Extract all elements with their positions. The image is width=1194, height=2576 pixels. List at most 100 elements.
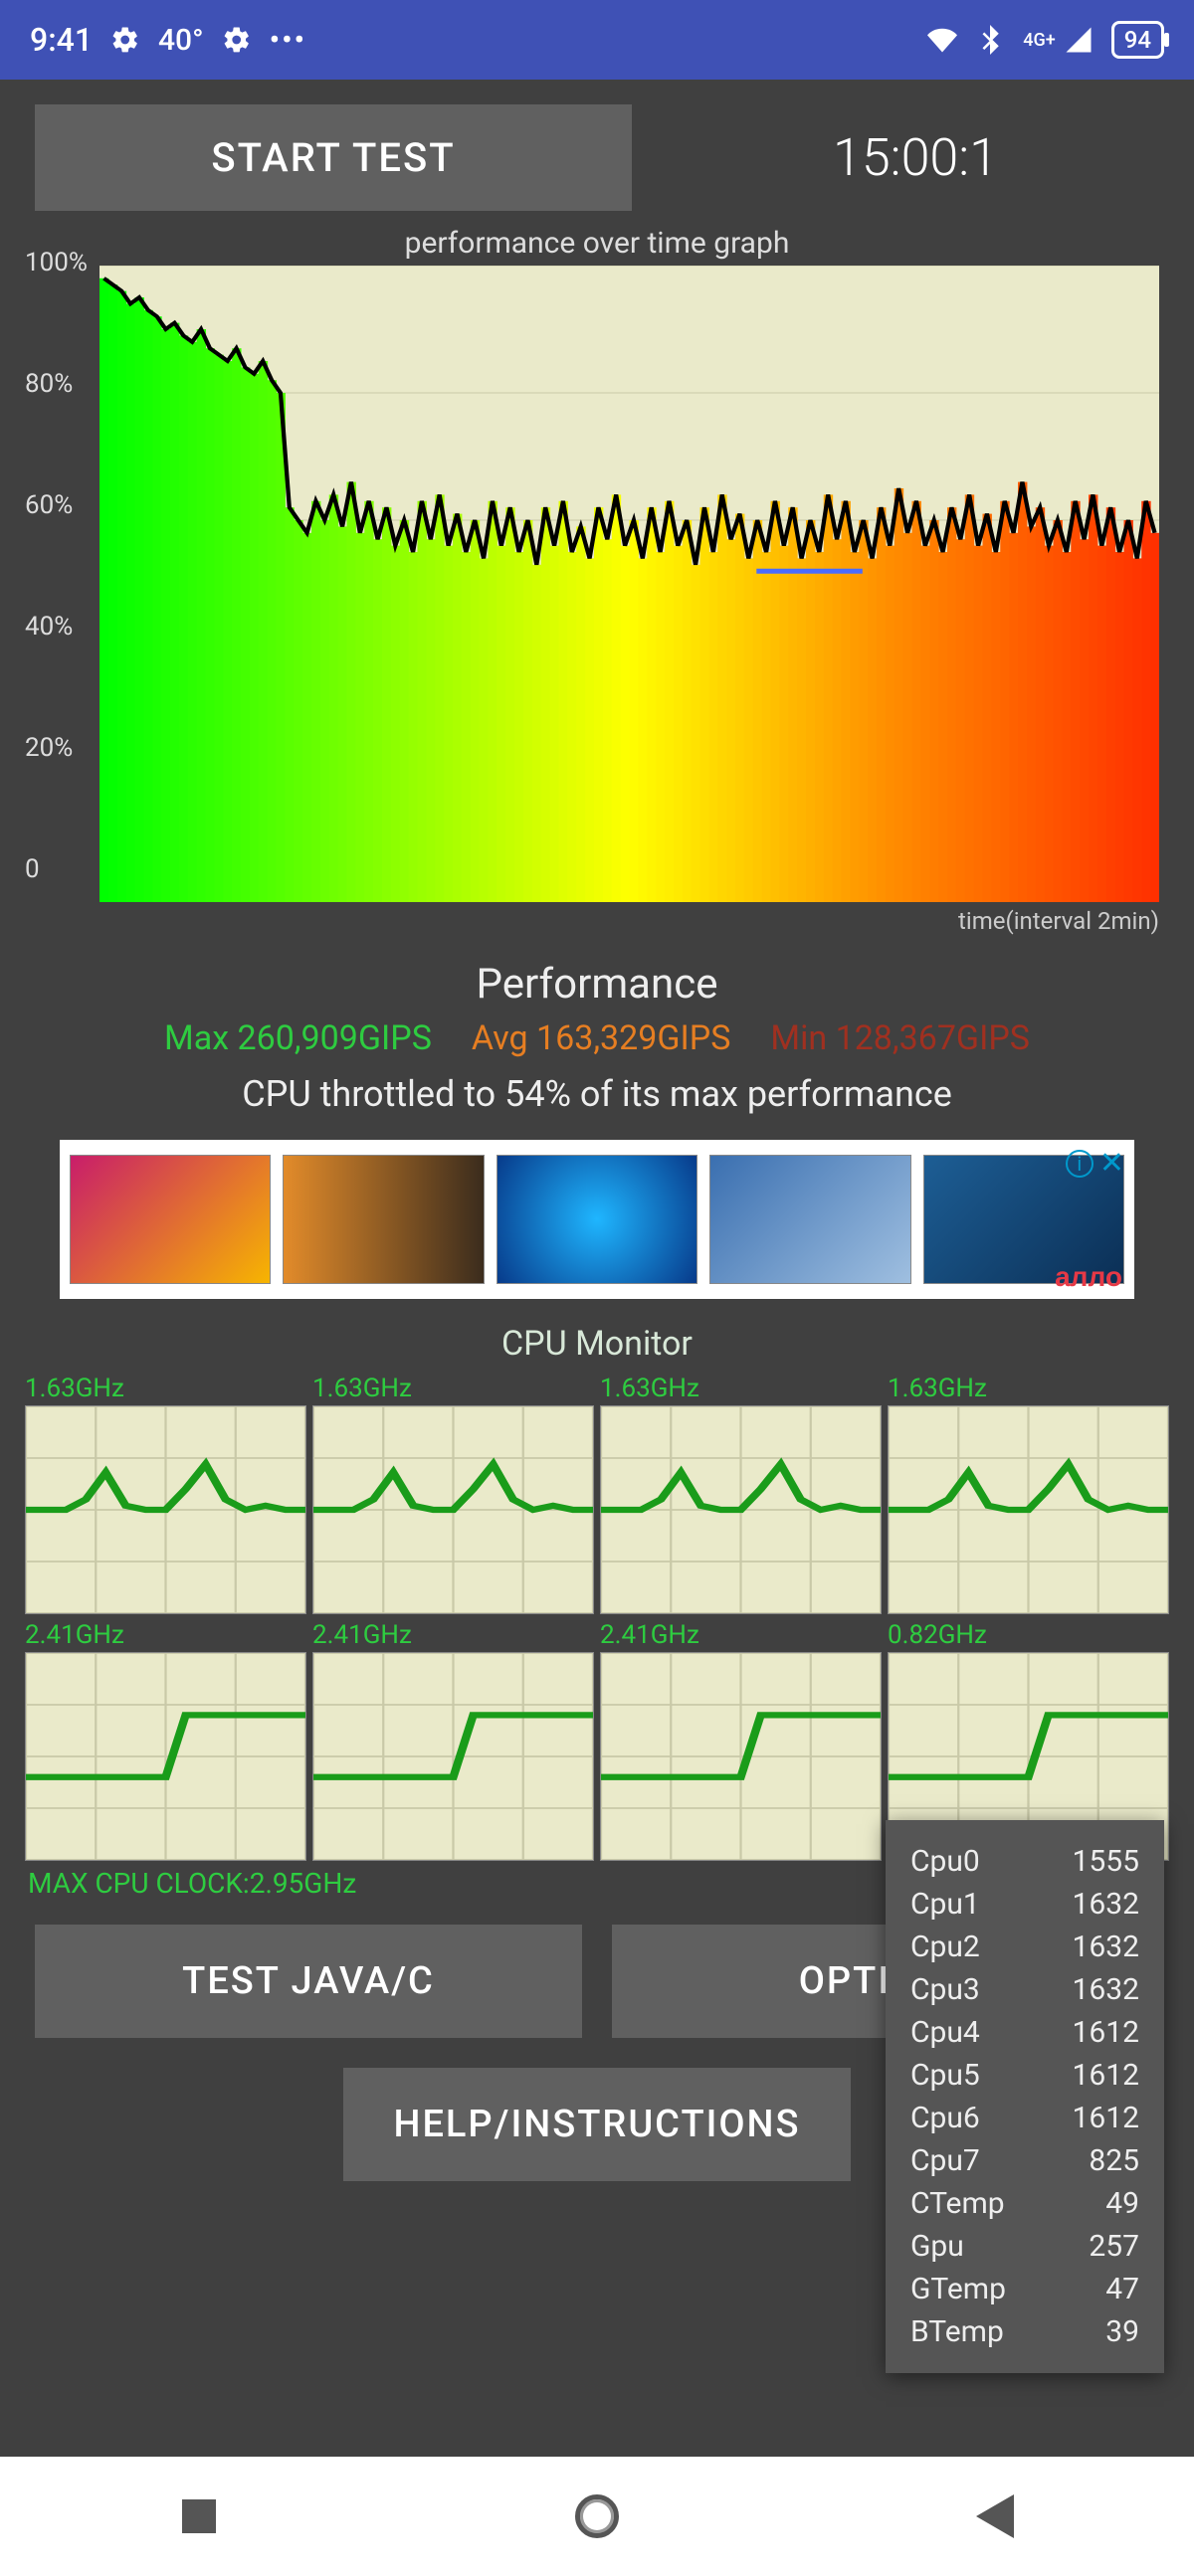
- status-right: 4G+ 94: [927, 21, 1164, 59]
- start-test-button[interactable]: START TEST: [35, 104, 632, 211]
- popup-row: Cpu6 1612: [910, 2097, 1139, 2139]
- timer-display: 15:00:1: [672, 127, 1159, 188]
- popup-value: 47: [1105, 2272, 1139, 2306]
- ad-thumbnail: [497, 1155, 697, 1284]
- core-frequency: 2.41GHz: [25, 1620, 306, 1650]
- help-button[interactable]: HELP/INSTRUCTIONS: [343, 2068, 850, 2181]
- popup-row: Cpu5 1612: [910, 2054, 1139, 2097]
- perf-avg: Avg 163,329GIPS: [472, 1018, 731, 1058]
- status-bar: 9:41 40° ••• 4G+ 94: [0, 0, 1194, 80]
- popup-row: Cpu0 1555: [910, 1840, 1139, 1883]
- popup-value: 825: [1089, 2143, 1139, 2178]
- ad-close-icon[interactable]: ✕: [1099, 1146, 1124, 1181]
- performance-heading: Performance: [0, 960, 1194, 1009]
- core-plot: [312, 1405, 594, 1614]
- ad-thumbnail: [709, 1155, 910, 1284]
- cpu-core: 2.41GHz: [600, 1620, 882, 1861]
- cpu-monitor-title: CPU Monitor: [0, 1324, 1194, 1364]
- chart-xaxis-label: time(interval 2min): [0, 907, 1159, 935]
- chart-title: performance over time graph: [0, 226, 1194, 261]
- core-frequency: 1.63GHz: [600, 1374, 882, 1403]
- popup-key: GTemp: [910, 2272, 1006, 2306]
- core-plot: [600, 1405, 882, 1614]
- core-plot: [25, 1652, 306, 1861]
- popup-key: Cpu5: [910, 2058, 980, 2093]
- cpu-stats-popup: Cpu0 1555 Cpu1 1632 Cpu21632Cpu31632 Cpu4 1612…: [886, 1820, 1164, 2373]
- popup-key: BTemp: [910, 2314, 1004, 2349]
- wifi-icon: [927, 25, 957, 55]
- bluetooth-icon: [975, 25, 1005, 55]
- ad-thumbnail: [283, 1155, 484, 1284]
- popup-row: BTemp 39: [910, 2310, 1139, 2353]
- triangle-icon: [976, 2494, 1014, 2538]
- popup-key: Cpu1: [910, 1887, 980, 1922]
- popup-key: Gpu: [910, 2229, 964, 2264]
- popup-row: Cpu7 825: [910, 2139, 1139, 2182]
- cpu-core: 2.41GHz: [25, 1620, 306, 1861]
- popup-key: Cpu0: [910, 1844, 980, 1879]
- popup-row: Cpu21632: [910, 1926, 1139, 1968]
- core-plot: [600, 1652, 882, 1861]
- core-frequency: 1.63GHz: [25, 1374, 306, 1403]
- test-java-button[interactable]: TEST JAVA/C: [35, 1925, 582, 2038]
- core-frequency: 1.63GHz: [888, 1374, 1169, 1403]
- cpu-core: 1.63GHz: [888, 1374, 1169, 1614]
- popup-value: 1612: [1073, 2058, 1139, 2093]
- ad-info-icon[interactable]: i: [1066, 1150, 1094, 1178]
- popup-key: Cpu6: [910, 2101, 980, 2135]
- core-frequency: 0.82GHz: [888, 1620, 1169, 1650]
- core-frequency: 2.41GHz: [312, 1620, 594, 1650]
- popup-row: Cpu1 1632: [910, 1883, 1139, 1926]
- cpu-core: 1.63GHz: [25, 1374, 306, 1614]
- cpu-core: 1.63GHz: [312, 1374, 594, 1614]
- popup-row: CTemp 49: [910, 2182, 1139, 2225]
- popup-value: 1555: [1073, 1844, 1139, 1879]
- popup-value: 49: [1105, 2186, 1139, 2221]
- popup-key: Cpu7: [910, 2143, 980, 2178]
- control-row: START TEST 15:00:1: [0, 80, 1194, 221]
- popup-value: 1612: [1073, 2101, 1139, 2135]
- home-button[interactable]: [572, 2491, 622, 2541]
- core-plot: [312, 1652, 594, 1861]
- core-frequency: 1.63GHz: [312, 1374, 594, 1403]
- ad-banner[interactable]: i ✕ алло: [60, 1140, 1134, 1299]
- circle-icon: [575, 2494, 619, 2538]
- cpu-core: 1.63GHz: [600, 1374, 882, 1614]
- battery-icon: 94: [1111, 21, 1164, 59]
- performance-stats: Max 260,909GIPS Avg 163,329GIPS Min 128,…: [0, 1018, 1194, 1058]
- status-left: 9:41 40° •••: [30, 21, 306, 59]
- popup-row: Cpu31632: [910, 1968, 1139, 2011]
- battery-level: 94: [1124, 26, 1151, 54]
- gear-icon: [222, 25, 252, 55]
- throttle-message: CPU throttled to 54% of its max performa…: [0, 1073, 1194, 1115]
- cpu-core: 2.41GHz: [312, 1620, 594, 1861]
- back-button[interactable]: [970, 2491, 1020, 2541]
- popup-key: Cpu4: [910, 2015, 980, 2050]
- network-type: 4G+: [1023, 30, 1055, 51]
- core-plot: [25, 1405, 306, 1614]
- ad-thumbnail: [70, 1155, 271, 1284]
- popup-value: 39: [1105, 2314, 1139, 2349]
- ad-brand: алло: [1055, 1261, 1122, 1293]
- popup-key: Cpu3: [910, 1972, 980, 2007]
- popup-key: Cpu2: [910, 1930, 980, 1964]
- navigation-bar: [0, 2457, 1194, 2576]
- chart-yaxis: 100%80%60%40%20%0: [25, 248, 88, 884]
- popup-value: 1632: [1073, 1887, 1139, 1922]
- signal-icon: [1064, 25, 1094, 55]
- popup-value: 1612: [1073, 2015, 1139, 2050]
- clock: 9:41: [30, 21, 93, 59]
- recents-button[interactable]: [174, 2491, 224, 2541]
- core-plot: [888, 1405, 1169, 1614]
- more-icon: •••: [270, 23, 306, 58]
- popup-row: Gpu 257: [910, 2225, 1139, 2268]
- cpu-core-grid: 1.63GHz1.63GHz1.63GHz1.63GHz2.41GHz2.41G…: [25, 1374, 1169, 1861]
- popup-row: GTemp 47: [910, 2268, 1139, 2310]
- popup-key: CTemp: [910, 2186, 1005, 2221]
- popup-value: 257: [1089, 2229, 1139, 2264]
- temperature: 40°: [158, 23, 204, 58]
- core-frequency: 2.41GHz: [600, 1620, 882, 1650]
- gear-icon: [110, 25, 140, 55]
- perf-min: Min 128,367GIPS: [770, 1018, 1030, 1058]
- perf-max: Max 260,909GIPS: [164, 1018, 432, 1058]
